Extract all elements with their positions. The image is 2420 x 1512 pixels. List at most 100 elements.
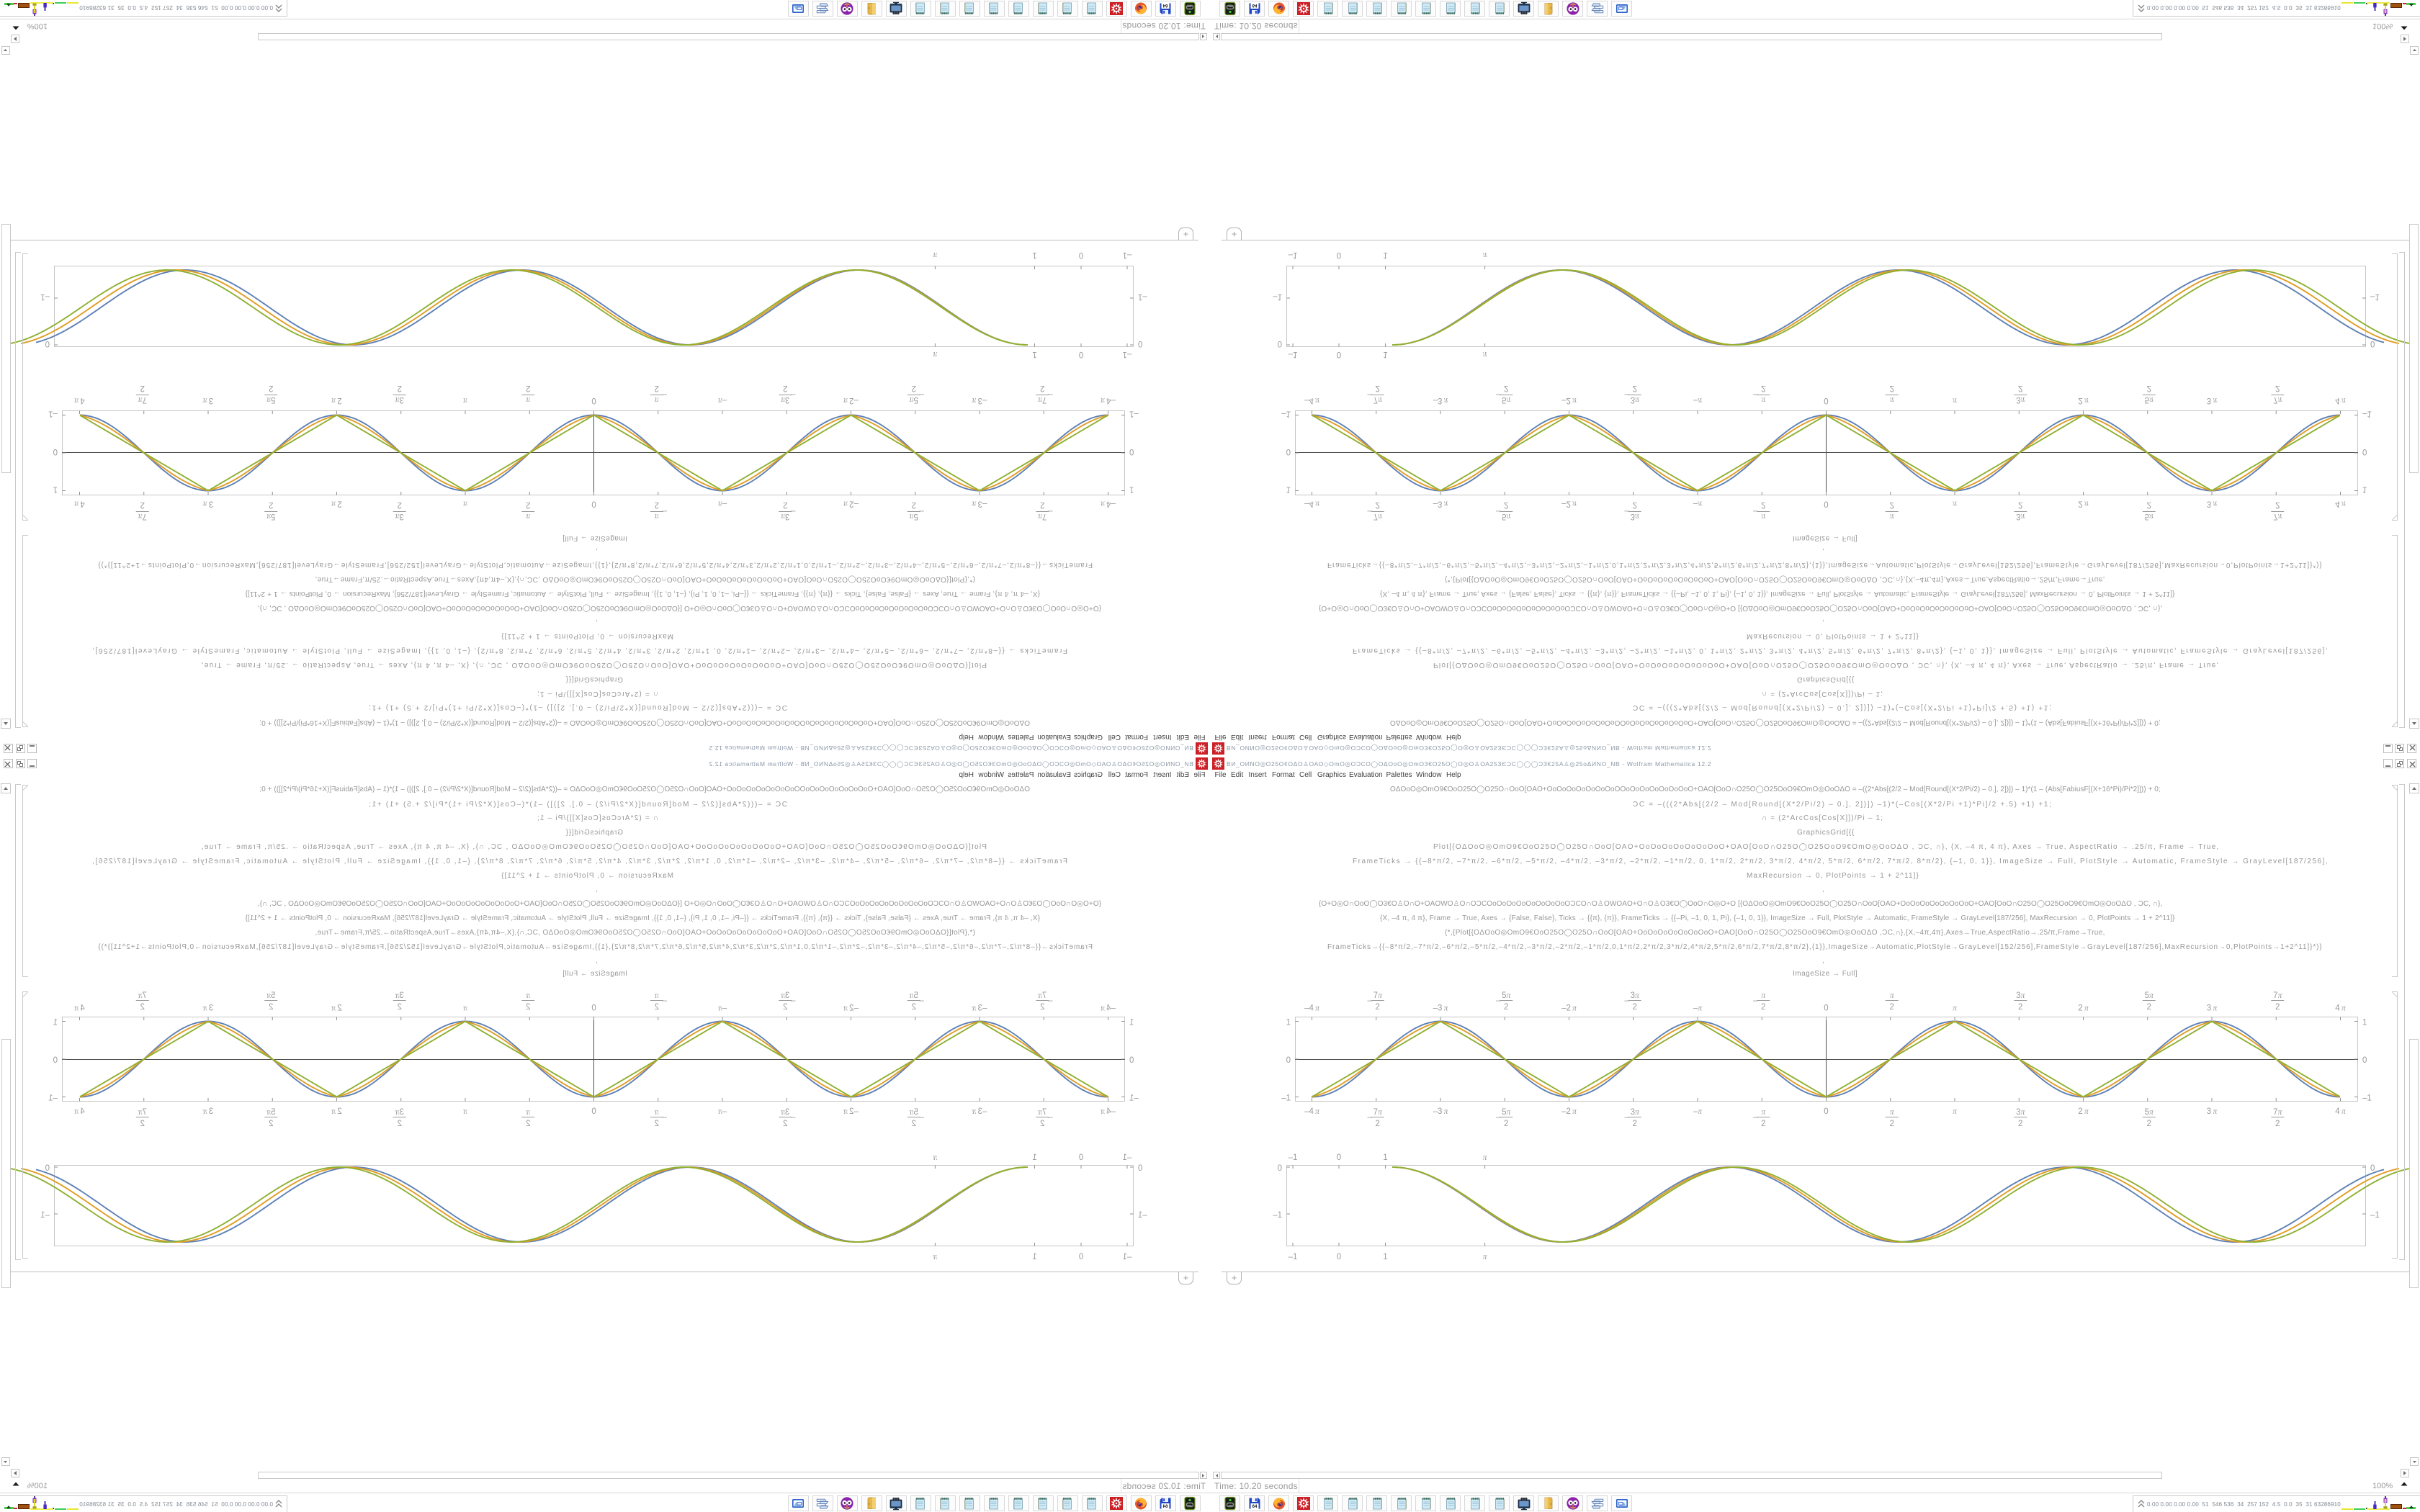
svg-text:2: 2 (2147, 384, 2151, 392)
svg-text:–: – (1625, 996, 1630, 1005)
svg-text:π: π (1761, 1108, 1766, 1117)
svg-text:–3 π: –3 π (971, 500, 987, 508)
svg-text:2: 2 (655, 1003, 659, 1012)
svg-text:2: 2 (1504, 384, 1508, 392)
svg-text:3 π: 3 π (202, 396, 214, 405)
svg-text:7π: 7π (137, 991, 146, 1000)
svg-text:2: 2 (783, 1003, 787, 1012)
svg-text:4 π: 4 π (2335, 1004, 2347, 1013)
svg-text:–1: –1 (2362, 410, 2372, 418)
svg-text:π: π (462, 1004, 467, 1013)
svg-text:–1: –1 (1138, 1211, 1147, 1220)
svg-text:–: – (1047, 507, 1052, 516)
svg-text:–: – (1368, 390, 1373, 399)
svg-text:0: 0 (1079, 1153, 1083, 1162)
svg-text:–: – (1625, 1113, 1630, 1122)
svg-text:2: 2 (1504, 1120, 1508, 1128)
svg-text:2 π: 2 π (2078, 500, 2089, 508)
svg-text:3π: 3π (394, 395, 403, 404)
svg-text:5π: 5π (1502, 1108, 1511, 1117)
svg-text:7π: 7π (2273, 991, 2282, 1000)
svg-text:4 π: 4 π (73, 1004, 85, 1013)
svg-text:0: 0 (1079, 350, 1083, 359)
svg-text:2: 2 (783, 500, 787, 509)
svg-text:2: 2 (140, 500, 145, 509)
svg-text:–3 π: –3 π (1433, 500, 1449, 508)
svg-text:2: 2 (269, 1003, 273, 1012)
svg-text:2 π: 2 π (331, 1004, 342, 1013)
svg-text:–2 π: –2 π (1561, 396, 1577, 405)
svg-text:4 π: 4 π (73, 1107, 85, 1116)
svg-text:1: 1 (1032, 251, 1036, 259)
svg-text:0: 0 (1138, 339, 1142, 348)
svg-text:–: – (662, 1113, 667, 1122)
svg-text:–: – (790, 996, 795, 1005)
svg-text:3π: 3π (2016, 1108, 2025, 1117)
svg-text:2: 2 (140, 384, 145, 392)
svg-text:3 π: 3 π (202, 1004, 214, 1013)
svg-text:0: 0 (1824, 500, 1828, 508)
svg-text:4 π: 4 π (2335, 396, 2347, 405)
svg-text:0: 0 (2370, 339, 2375, 348)
svg-text:2: 2 (783, 1120, 787, 1128)
svg-text:1: 1 (1129, 1019, 1134, 1027)
svg-text:2 π: 2 π (2078, 1107, 2089, 1116)
svg-text:–1: –1 (1123, 251, 1132, 259)
svg-text:2: 2 (2147, 1120, 2151, 1128)
svg-text:0: 0 (1824, 1004, 1828, 1013)
svg-text:–2 π: –2 π (1561, 1107, 1577, 1116)
svg-text:2: 2 (526, 1120, 530, 1128)
svg-text:0: 0 (45, 1164, 50, 1173)
svg-text:2: 2 (1890, 1003, 1894, 1012)
svg-text:1: 1 (1286, 485, 1291, 494)
svg-text:0: 0 (1278, 339, 1282, 348)
svg-text:2: 2 (655, 500, 659, 509)
svg-text:0: 0 (591, 1107, 596, 1116)
svg-text:2: 2 (1040, 500, 1044, 509)
svg-text:7π: 7π (137, 395, 146, 404)
svg-text:π: π (932, 251, 937, 259)
svg-text:0: 0 (1824, 1107, 1828, 1116)
svg-text:5π: 5π (908, 395, 918, 404)
svg-text:2: 2 (2018, 500, 2022, 509)
svg-text:2: 2 (269, 384, 273, 392)
svg-text:π: π (1953, 1004, 1958, 1013)
svg-text:–π: –π (717, 500, 727, 508)
svg-text:2: 2 (2147, 1003, 2151, 1012)
svg-text:5π: 5π (2145, 512, 2154, 521)
svg-text:π: π (1483, 1153, 1488, 1162)
svg-text:0: 0 (1079, 1253, 1083, 1261)
svg-text:2: 2 (2275, 1003, 2280, 1012)
svg-text:0: 0 (1129, 447, 1134, 456)
svg-text:2: 2 (655, 1120, 659, 1128)
svg-text:–: – (790, 390, 795, 399)
svg-text:–2 π: –2 π (843, 1107, 859, 1116)
svg-text:2: 2 (2275, 500, 2280, 509)
svg-text:1: 1 (1383, 350, 1387, 359)
svg-text:2: 2 (1376, 1120, 1380, 1128)
svg-text:7π: 7π (2273, 395, 2282, 404)
svg-text:–1: –1 (1289, 1253, 1298, 1261)
svg-text:64: 64 (1252, 1505, 1257, 1509)
svg-text:–: – (1496, 1113, 1501, 1122)
svg-text:5π: 5π (266, 512, 275, 521)
svg-text:5π: 5π (266, 395, 275, 404)
svg-text:π: π (1953, 396, 1958, 405)
svg-text:64: 64 (1163, 1505, 1168, 1509)
svg-text:1: 1 (1032, 350, 1036, 359)
svg-text:π: π (1890, 1108, 1895, 1117)
svg-text:π: π (525, 991, 530, 1000)
svg-text:2: 2 (1504, 500, 1508, 509)
svg-text:–3 π: –3 π (1433, 396, 1449, 405)
svg-text:3π: 3π (1631, 512, 1640, 521)
svg-text:–1: –1 (1273, 1211, 1282, 1220)
svg-text:2: 2 (655, 384, 659, 392)
svg-text:3 π: 3 π (2207, 1004, 2218, 1013)
svg-text:0: 0 (1079, 251, 1083, 259)
svg-text:2: 2 (526, 1003, 530, 1012)
svg-text:–: – (1625, 507, 1630, 516)
svg-text:–4 π: –4 π (1100, 500, 1116, 508)
svg-text:0: 0 (1286, 447, 1291, 456)
svg-text:1: 1 (53, 485, 58, 494)
svg-text:3 π: 3 π (2207, 1107, 2218, 1116)
